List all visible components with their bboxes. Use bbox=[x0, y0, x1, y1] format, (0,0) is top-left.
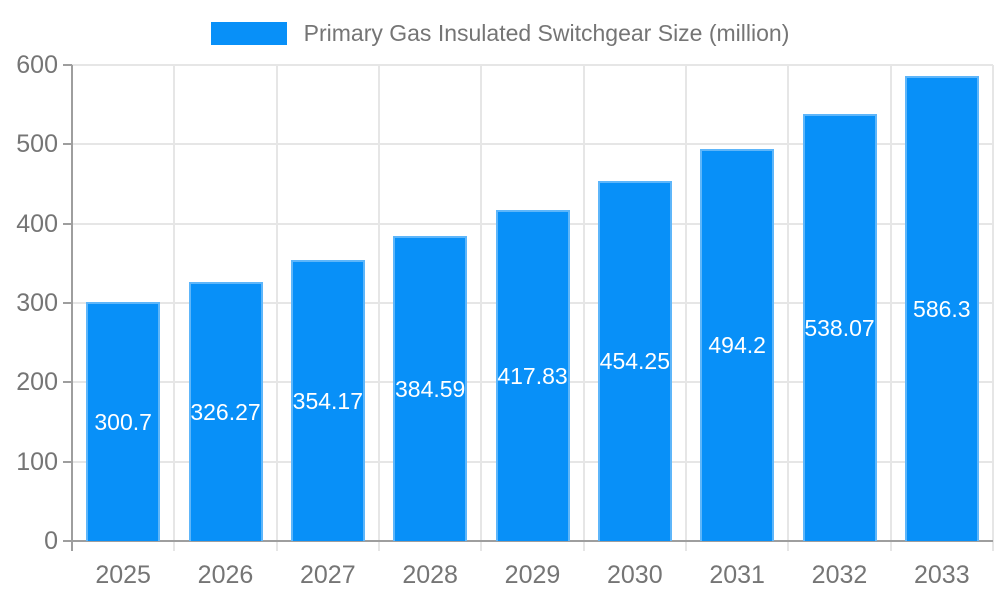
bar-2029[interactable]: 417.83 bbox=[495, 209, 570, 541]
bar-value-label: 384.59 bbox=[394, 375, 466, 402]
x-tick-label: 2032 bbox=[811, 561, 868, 589]
bar-2026[interactable]: 326.27 bbox=[188, 282, 263, 541]
bar-value-label: 586.3 bbox=[913, 295, 971, 322]
x-tick-label: 2031 bbox=[709, 561, 765, 589]
y-axis-tick bbox=[63, 222, 72, 225]
gridline-vertical bbox=[378, 65, 380, 551]
bar-value-label: 417.83 bbox=[497, 362, 568, 389]
bar-2025[interactable]: 300.7 bbox=[86, 302, 161, 541]
legend-item[interactable]: Primary Gas Insulated Switchgear Size (m… bbox=[0, 20, 1000, 46]
gridline-horizontal bbox=[72, 143, 993, 146]
bar-2030[interactable]: 454.25 bbox=[597, 180, 672, 541]
x-axis-line bbox=[63, 540, 993, 542]
y-tick-label: 600 bbox=[16, 51, 58, 79]
x-tick-label: 2027 bbox=[300, 561, 356, 589]
bar-value-label: 454.25 bbox=[599, 348, 671, 375]
y-tick-label: 0 bbox=[44, 527, 58, 555]
gridline-vertical bbox=[889, 65, 892, 551]
bar-value-label: 326.27 bbox=[190, 399, 261, 426]
y-axis-tick bbox=[63, 302, 72, 304]
gridline-vertical bbox=[275, 65, 278, 551]
gridline-vertical bbox=[787, 65, 790, 551]
x-tick-label: 2033 bbox=[914, 561, 970, 589]
bar-value-label: 538.07 bbox=[804, 315, 875, 342]
legend-label: Primary Gas Insulated Switchgear Size (m… bbox=[303, 20, 790, 46]
bar-value-label: 300.7 bbox=[94, 409, 152, 436]
y-axis-tick bbox=[63, 460, 72, 463]
x-tick-label: 2029 bbox=[504, 561, 561, 589]
x-tick-label: 2030 bbox=[607, 561, 663, 589]
y-tick-label: 100 bbox=[16, 447, 58, 476]
y-axis-tick bbox=[63, 143, 72, 146]
gridline-vertical bbox=[992, 65, 994, 551]
y-tick-label: 400 bbox=[16, 209, 58, 238]
gridline-vertical bbox=[685, 65, 687, 551]
gridline-vertical bbox=[480, 65, 483, 551]
bar-2032[interactable]: 538.07 bbox=[802, 114, 877, 541]
gridline-vertical bbox=[173, 65, 176, 551]
y-tick-label: 500 bbox=[16, 130, 58, 159]
gridline-horizontal bbox=[72, 64, 993, 66]
y-axis-line bbox=[71, 65, 73, 551]
bar-2028[interactable]: 384.59 bbox=[393, 235, 468, 541]
bar-2031[interactable]: 494.2 bbox=[700, 148, 775, 541]
y-tick-label: 300 bbox=[16, 289, 58, 317]
x-tick-label: 2028 bbox=[402, 561, 458, 589]
bar-value-label: 354.17 bbox=[292, 388, 364, 414]
x-tick-label: 2025 bbox=[95, 561, 151, 589]
x-tick-label: 2026 bbox=[197, 561, 254, 589]
y-tick-label: 200 bbox=[16, 368, 58, 397]
y-axis-tick bbox=[63, 64, 72, 66]
bar-value-label: 494.2 bbox=[708, 332, 766, 359]
bar-2033[interactable]: 586.3 bbox=[904, 75, 979, 541]
y-axis-tick bbox=[63, 381, 72, 384]
legend-swatch bbox=[210, 22, 287, 45]
gridline-vertical bbox=[582, 65, 585, 551]
bar-2027[interactable]: 354.17 bbox=[290, 260, 365, 541]
